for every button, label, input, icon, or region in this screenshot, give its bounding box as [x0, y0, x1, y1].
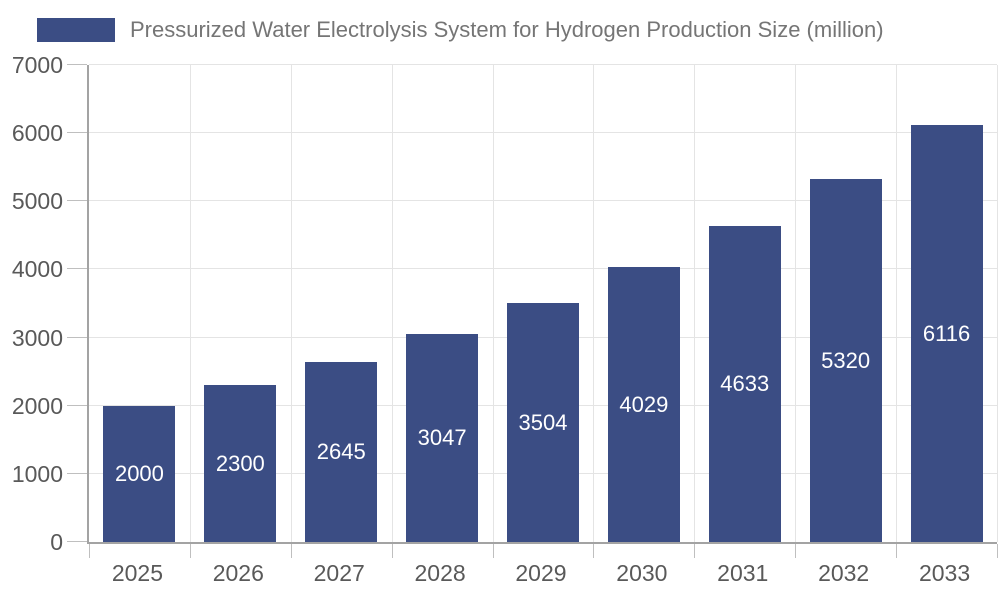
gridline-vertical — [189, 65, 191, 542]
legend-label: Pressurized Water Electrolysis System fo… — [130, 17, 884, 42]
y-axis-tick — [67, 404, 87, 406]
bar-value-label: 4029 — [619, 391, 669, 417]
x-axis-tick — [189, 544, 191, 558]
x-axis-tick — [391, 544, 393, 558]
x-axis-tick-label: 2032 — [818, 560, 870, 586]
bar: 4633 — [708, 226, 781, 542]
bar-value-label: 3047 — [417, 425, 467, 451]
bar-value-label: 2000 — [114, 460, 164, 486]
bar-value-label: 5320 — [821, 347, 871, 373]
bar-value-label: 2300 — [215, 450, 265, 476]
y-axis-tick-label: 4000 — [11, 256, 63, 283]
bar-value-label: 4633 — [720, 371, 770, 397]
bar: 4029 — [607, 267, 680, 542]
y-axis-tick — [67, 200, 87, 202]
x-axis-tick — [593, 544, 595, 558]
bar: 6116 — [910, 125, 983, 542]
gridline-vertical — [896, 65, 898, 542]
gridline-horizontal — [89, 132, 997, 134]
bar-value-label: 6116 — [922, 320, 971, 346]
x-axis-tick — [795, 544, 797, 558]
y-axis-tick — [67, 132, 87, 134]
x-axis-tick — [694, 544, 696, 558]
gridline-horizontal — [89, 64, 997, 65]
x-axis-tick-label: 2028 — [414, 560, 466, 586]
x-axis-tick-label: 2030 — [616, 560, 668, 586]
x-axis-tick-label: 2025 — [111, 560, 164, 586]
x-axis-tick-label: 2031 — [717, 560, 769, 586]
x-axis-tick-label: 2026 — [212, 560, 264, 586]
bar: 2000 — [103, 405, 176, 542]
y-axis-tick-label: 7000 — [11, 52, 63, 78]
plot-area: 2000 2300 2645 3047 3504 4029 4633 5320 6116 — [67, 64, 998, 558]
gridline-vertical — [997, 65, 998, 542]
gridline-vertical — [391, 65, 393, 542]
y-axis-tick — [67, 336, 87, 338]
gridline-vertical — [694, 65, 696, 542]
y-axis-tick-label: 5000 — [11, 188, 63, 215]
x-axis-tick-label: 2029 — [515, 560, 567, 586]
bar-value-label: 2645 — [316, 438, 366, 464]
y-axis-tick-label: 1000 — [11, 460, 63, 487]
bar: 2300 — [204, 385, 277, 542]
bar: 5320 — [809, 179, 882, 542]
gridline-horizontal — [89, 268, 997, 270]
gridline-vertical — [593, 65, 595, 542]
gridline-vertical — [290, 65, 292, 542]
y-axis-tick — [67, 472, 87, 474]
gridline-vertical — [492, 65, 494, 542]
y-axis-tick — [67, 541, 87, 542]
legend-swatch — [37, 18, 115, 42]
y-axis-tick-label: 2000 — [11, 392, 63, 419]
y-axis-tick-label: 3000 — [11, 324, 63, 351]
bar: 3047 — [406, 334, 479, 542]
bar: 2645 — [305, 361, 378, 542]
legend: Pressurized Water Electrolysis System fo… — [37, 17, 884, 43]
x-axis-tick — [89, 544, 90, 558]
gridline-horizontal — [89, 200, 997, 202]
x-axis-tick-label: 2027 — [313, 560, 365, 586]
x-axis-tick — [896, 544, 898, 558]
y-axis-tick — [67, 64, 87, 65]
y-axis-tick-label: 6000 — [11, 120, 63, 147]
y-axis-tick — [67, 268, 87, 270]
x-axis-tick — [997, 544, 998, 558]
y-axis-tick-label: 0 — [50, 529, 63, 555]
bar: 3504 — [507, 303, 579, 542]
x-axis-tick — [492, 544, 494, 558]
x-axis-tick — [290, 544, 292, 558]
x-axis-tick-label: 2033 — [918, 560, 971, 586]
gridline-vertical — [795, 65, 797, 542]
bar-value-label: 3504 — [518, 409, 568, 435]
